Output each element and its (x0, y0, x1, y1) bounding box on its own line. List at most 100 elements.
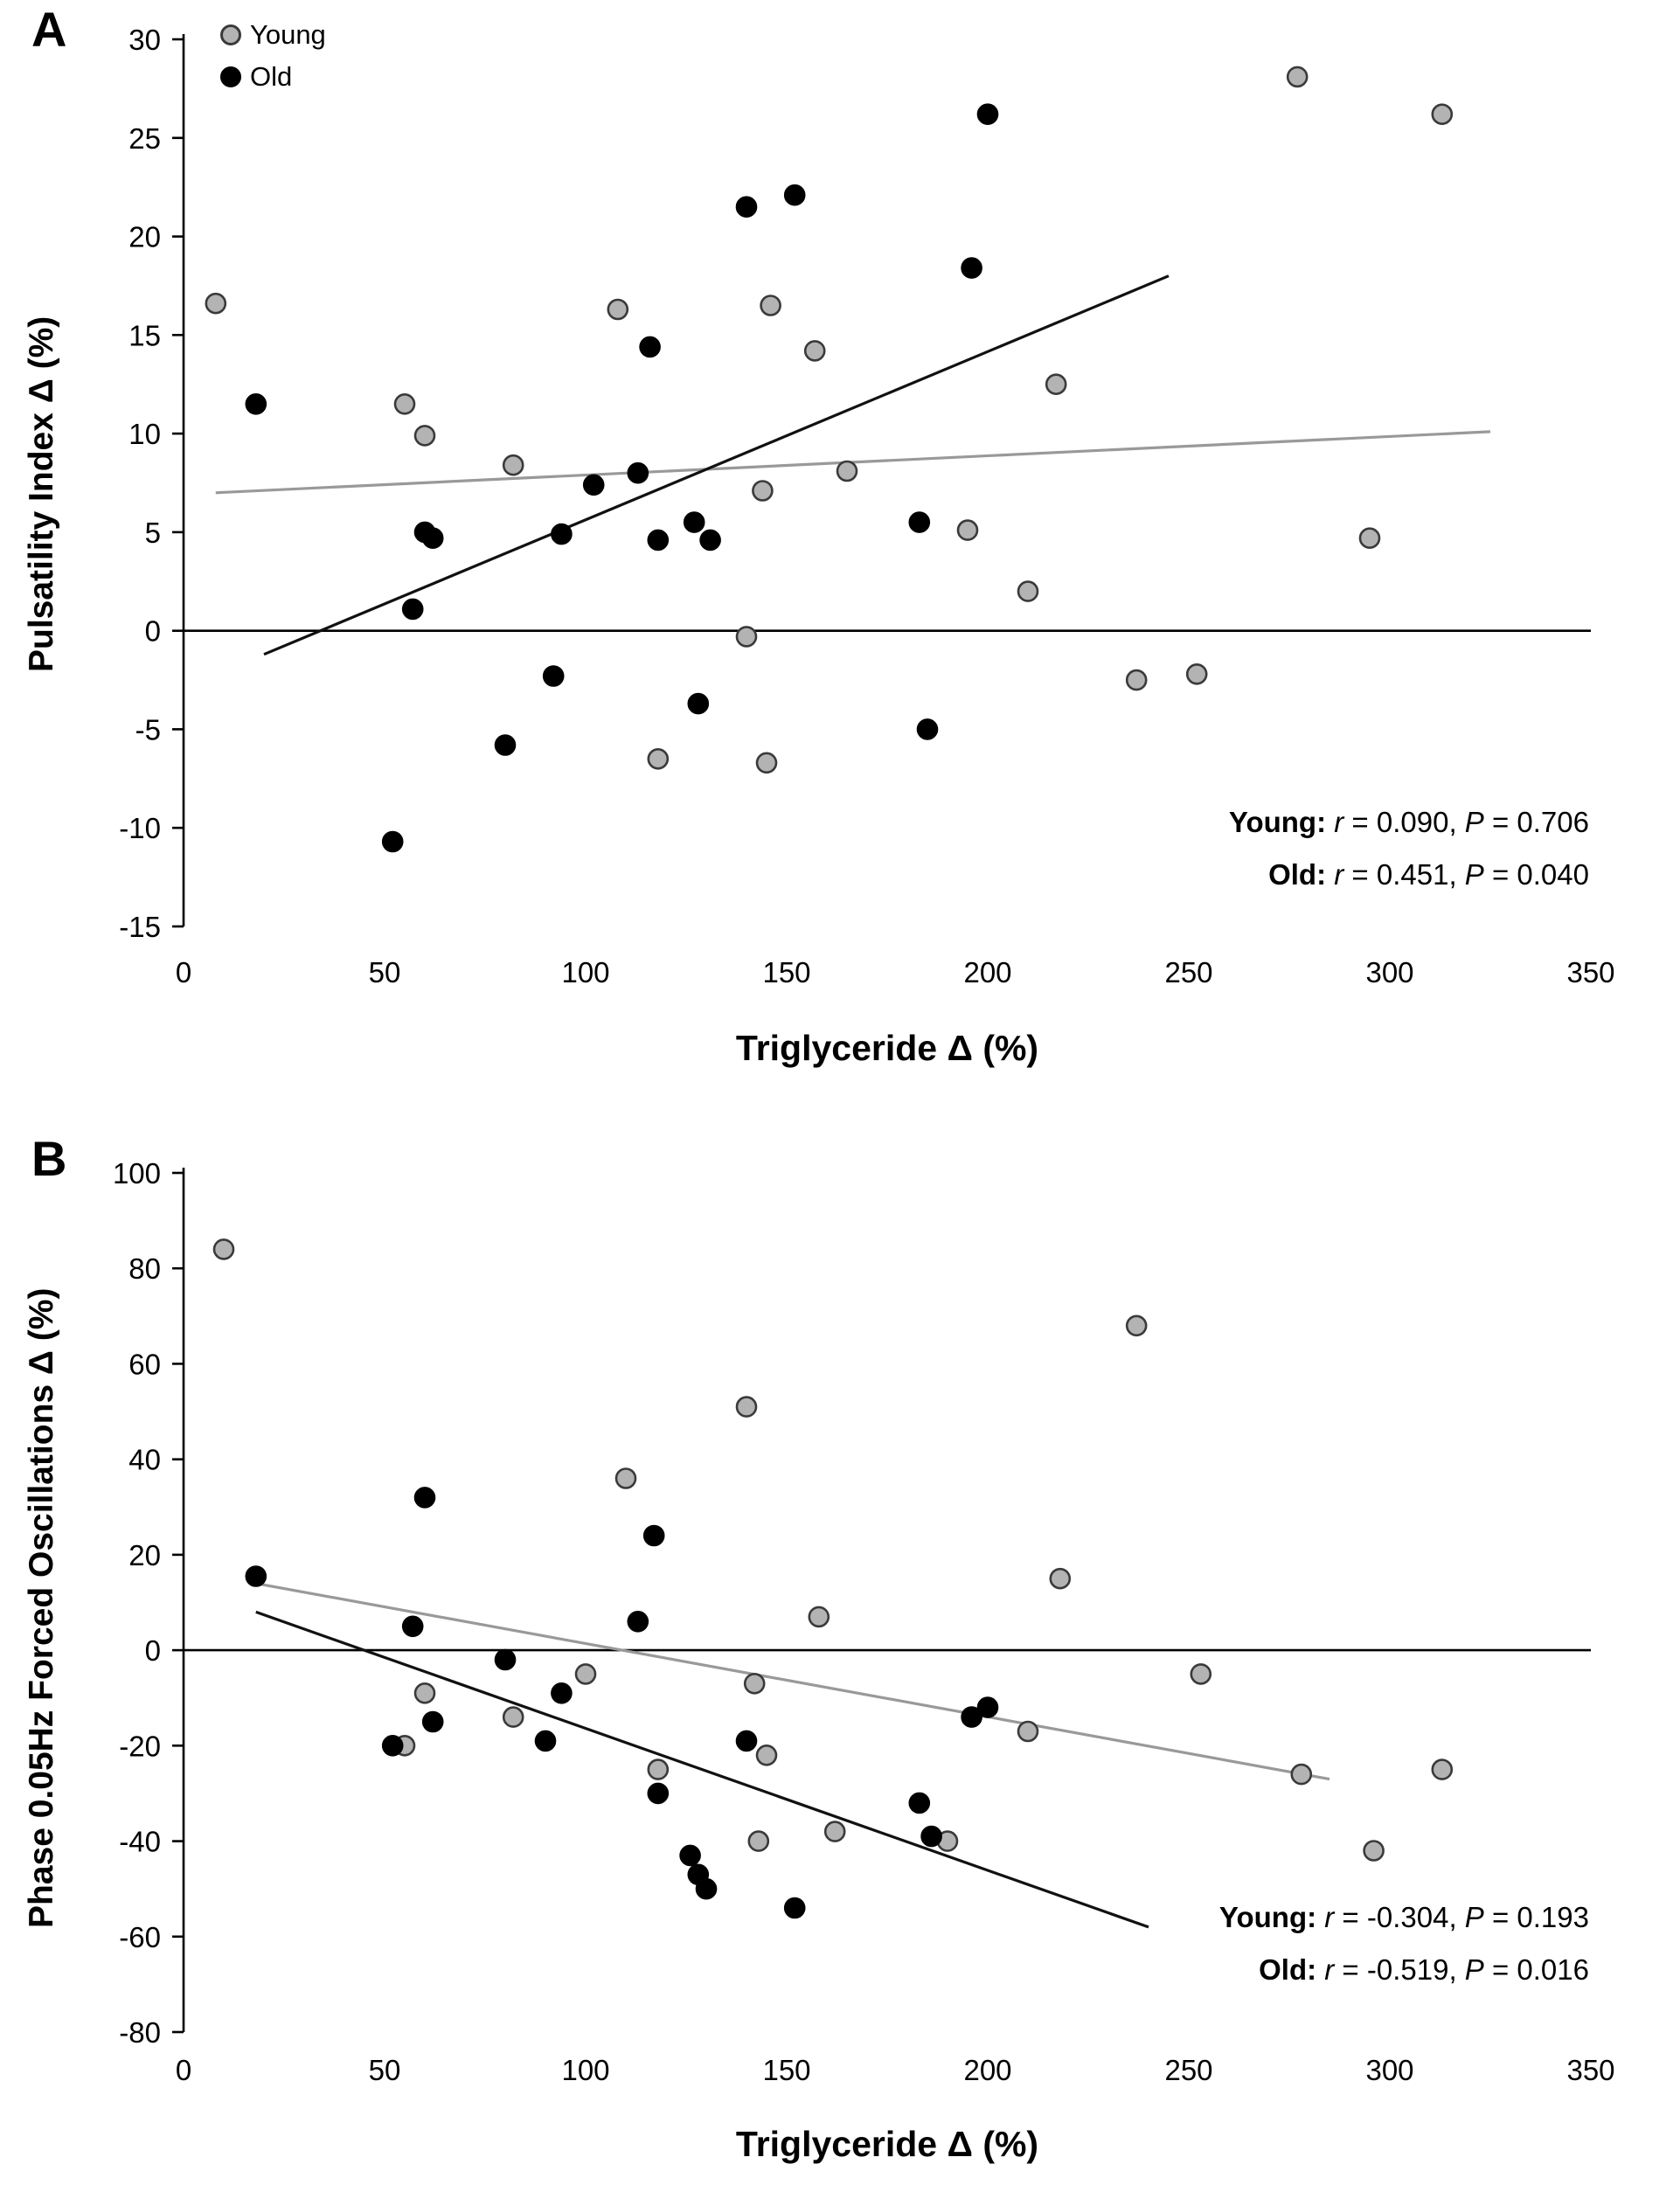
data-point-old (647, 529, 670, 551)
data-point-young (836, 460, 858, 482)
scatter-plot-b: -80 -60 -40 -20 0 20 40 60 80 100 0 50 100 150 200 250 3… (113, 1157, 1615, 2086)
x-tick-label: 200 (963, 2054, 1011, 2086)
data-point-old (961, 257, 982, 279)
y-tick-label: 20 (128, 1539, 161, 1571)
x-tick-label: 300 (1365, 956, 1413, 988)
y-tick-label: -10 (119, 812, 161, 844)
data-point-old (421, 1710, 444, 1733)
x-axis-title-b: Triglyceride Δ (%) (735, 2124, 1039, 2164)
data-point-young (1363, 1840, 1385, 1862)
data-point-young (760, 295, 781, 316)
y-tick-label: -15 (119, 911, 161, 943)
data-point-old (413, 1487, 436, 1509)
data-point-old (542, 665, 565, 687)
data-point-old (245, 1565, 267, 1587)
data-point-young (755, 752, 778, 774)
x-tick-label: 350 (1566, 956, 1614, 988)
y-tick-label: 5 (145, 517, 161, 549)
y-tick-label: -60 (119, 1921, 161, 1953)
data-point-old (783, 184, 806, 206)
data-point-young (574, 1663, 597, 1685)
data-point-old (401, 598, 424, 621)
data-point-old (735, 1730, 758, 1752)
data-point-old (494, 734, 517, 756)
x-tick-label: 150 (762, 2054, 810, 2086)
data-point-young (1125, 1314, 1148, 1337)
legend-label-young: Young (250, 19, 326, 50)
data-point-old (639, 336, 661, 358)
data-point-old (920, 1825, 942, 1848)
data-point-young (808, 1606, 830, 1628)
data-point-old (783, 1897, 806, 1919)
data-point-old (642, 1524, 665, 1547)
x-tick-label: 100 (561, 2054, 609, 2086)
data-point-young (735, 1396, 758, 1418)
data-point-young (1431, 1758, 1454, 1780)
stats-line-old: Old: r = 0.451, P = 0.040 (1268, 858, 1589, 891)
data-point-old (976, 103, 999, 125)
data-point-young (1431, 103, 1454, 125)
data-point-young (1049, 1567, 1072, 1590)
data-point-young (823, 1821, 846, 1842)
y-tick-label: -20 (119, 1730, 161, 1762)
data-point-young (1290, 1763, 1313, 1786)
data-point-old (551, 1682, 573, 1704)
data-point-young (743, 1672, 766, 1695)
data-point-young (502, 1706, 524, 1728)
x-tick-label: 350 (1566, 2054, 1614, 2086)
x-tick-label: 100 (561, 956, 609, 988)
data-point-young (647, 747, 670, 770)
data-point-old (908, 511, 931, 533)
data-point-old (551, 523, 573, 545)
stats-line-young: Young: r = -0.304, P = 0.193 (1219, 1901, 1589, 1933)
data-point-young (1190, 1663, 1212, 1685)
data-point-old (647, 1782, 670, 1805)
data-point-young (735, 626, 758, 648)
y-tick-label: 100 (113, 1157, 161, 1190)
data-point-old (679, 1844, 701, 1867)
data-point-old (683, 511, 705, 533)
y-tick-label: 40 (128, 1444, 161, 1476)
y-tick-label: 80 (128, 1252, 161, 1285)
x-tick-label: 300 (1365, 2054, 1413, 2086)
trendline-old (255, 1610, 1149, 1929)
y-tick-label: 60 (128, 1348, 161, 1380)
legend-label-old: Old (250, 61, 293, 92)
legend-item-old: Old (220, 61, 326, 93)
panel-label-a: A (31, 2, 67, 57)
data-point-young (1045, 373, 1067, 396)
data-point-old (245, 392, 267, 415)
data-point-old (976, 1696, 999, 1718)
panel-label-b: B (31, 1131, 67, 1186)
data-point-old (916, 718, 939, 740)
x-tick-label: 0 (176, 2054, 191, 2086)
data-point-young (956, 519, 979, 541)
data-point-young (205, 292, 227, 315)
data-point-old (381, 830, 404, 853)
data-point-old (401, 1615, 424, 1638)
y-tick-label: -80 (119, 2016, 161, 2049)
data-point-young (614, 1467, 637, 1489)
data-point-young (502, 454, 524, 476)
data-point-old (421, 527, 444, 550)
trendline-old (263, 274, 1170, 656)
data-point-young (212, 1238, 235, 1260)
data-point-old (687, 692, 710, 715)
data-point-young (1017, 580, 1039, 602)
data-point-old (695, 1877, 718, 1900)
y-tick-label: 25 (128, 122, 161, 155)
data-point-young (413, 1682, 436, 1704)
data-point-young (1017, 1720, 1039, 1743)
x-tick-label: 50 (369, 956, 401, 988)
data-point-young (747, 1830, 770, 1852)
data-point-young (1125, 669, 1148, 691)
data-point-old (494, 1648, 517, 1671)
data-point-young (752, 480, 774, 502)
data-point-old (534, 1730, 557, 1752)
y-tick-label: 0 (145, 1634, 161, 1667)
stats-line-old: Old: r = -0.519, P = 0.016 (1259, 1953, 1589, 1986)
data-point-young (755, 1744, 778, 1766)
data-point-young (1185, 662, 1208, 685)
young-marker-icon (220, 24, 241, 45)
